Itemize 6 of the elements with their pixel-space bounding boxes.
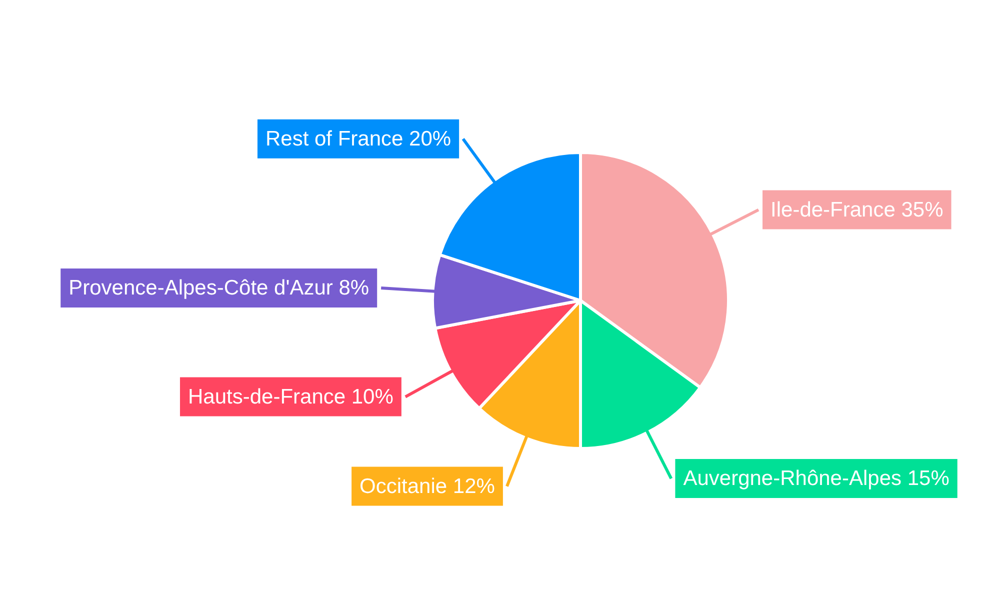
slice-label: Rest of France 20% [265,127,452,150]
slice-label: Ile-de-France 35% [770,198,944,222]
slice-label: Hauts-de-France 10% [188,385,394,408]
slice-label: Occitanie 12% [360,474,495,498]
slice-label: Auvergne-Rhône-Alpes 15% [683,467,950,490]
slice-label: Provence-Alpes-Côte d'Azur 8% [68,276,370,300]
